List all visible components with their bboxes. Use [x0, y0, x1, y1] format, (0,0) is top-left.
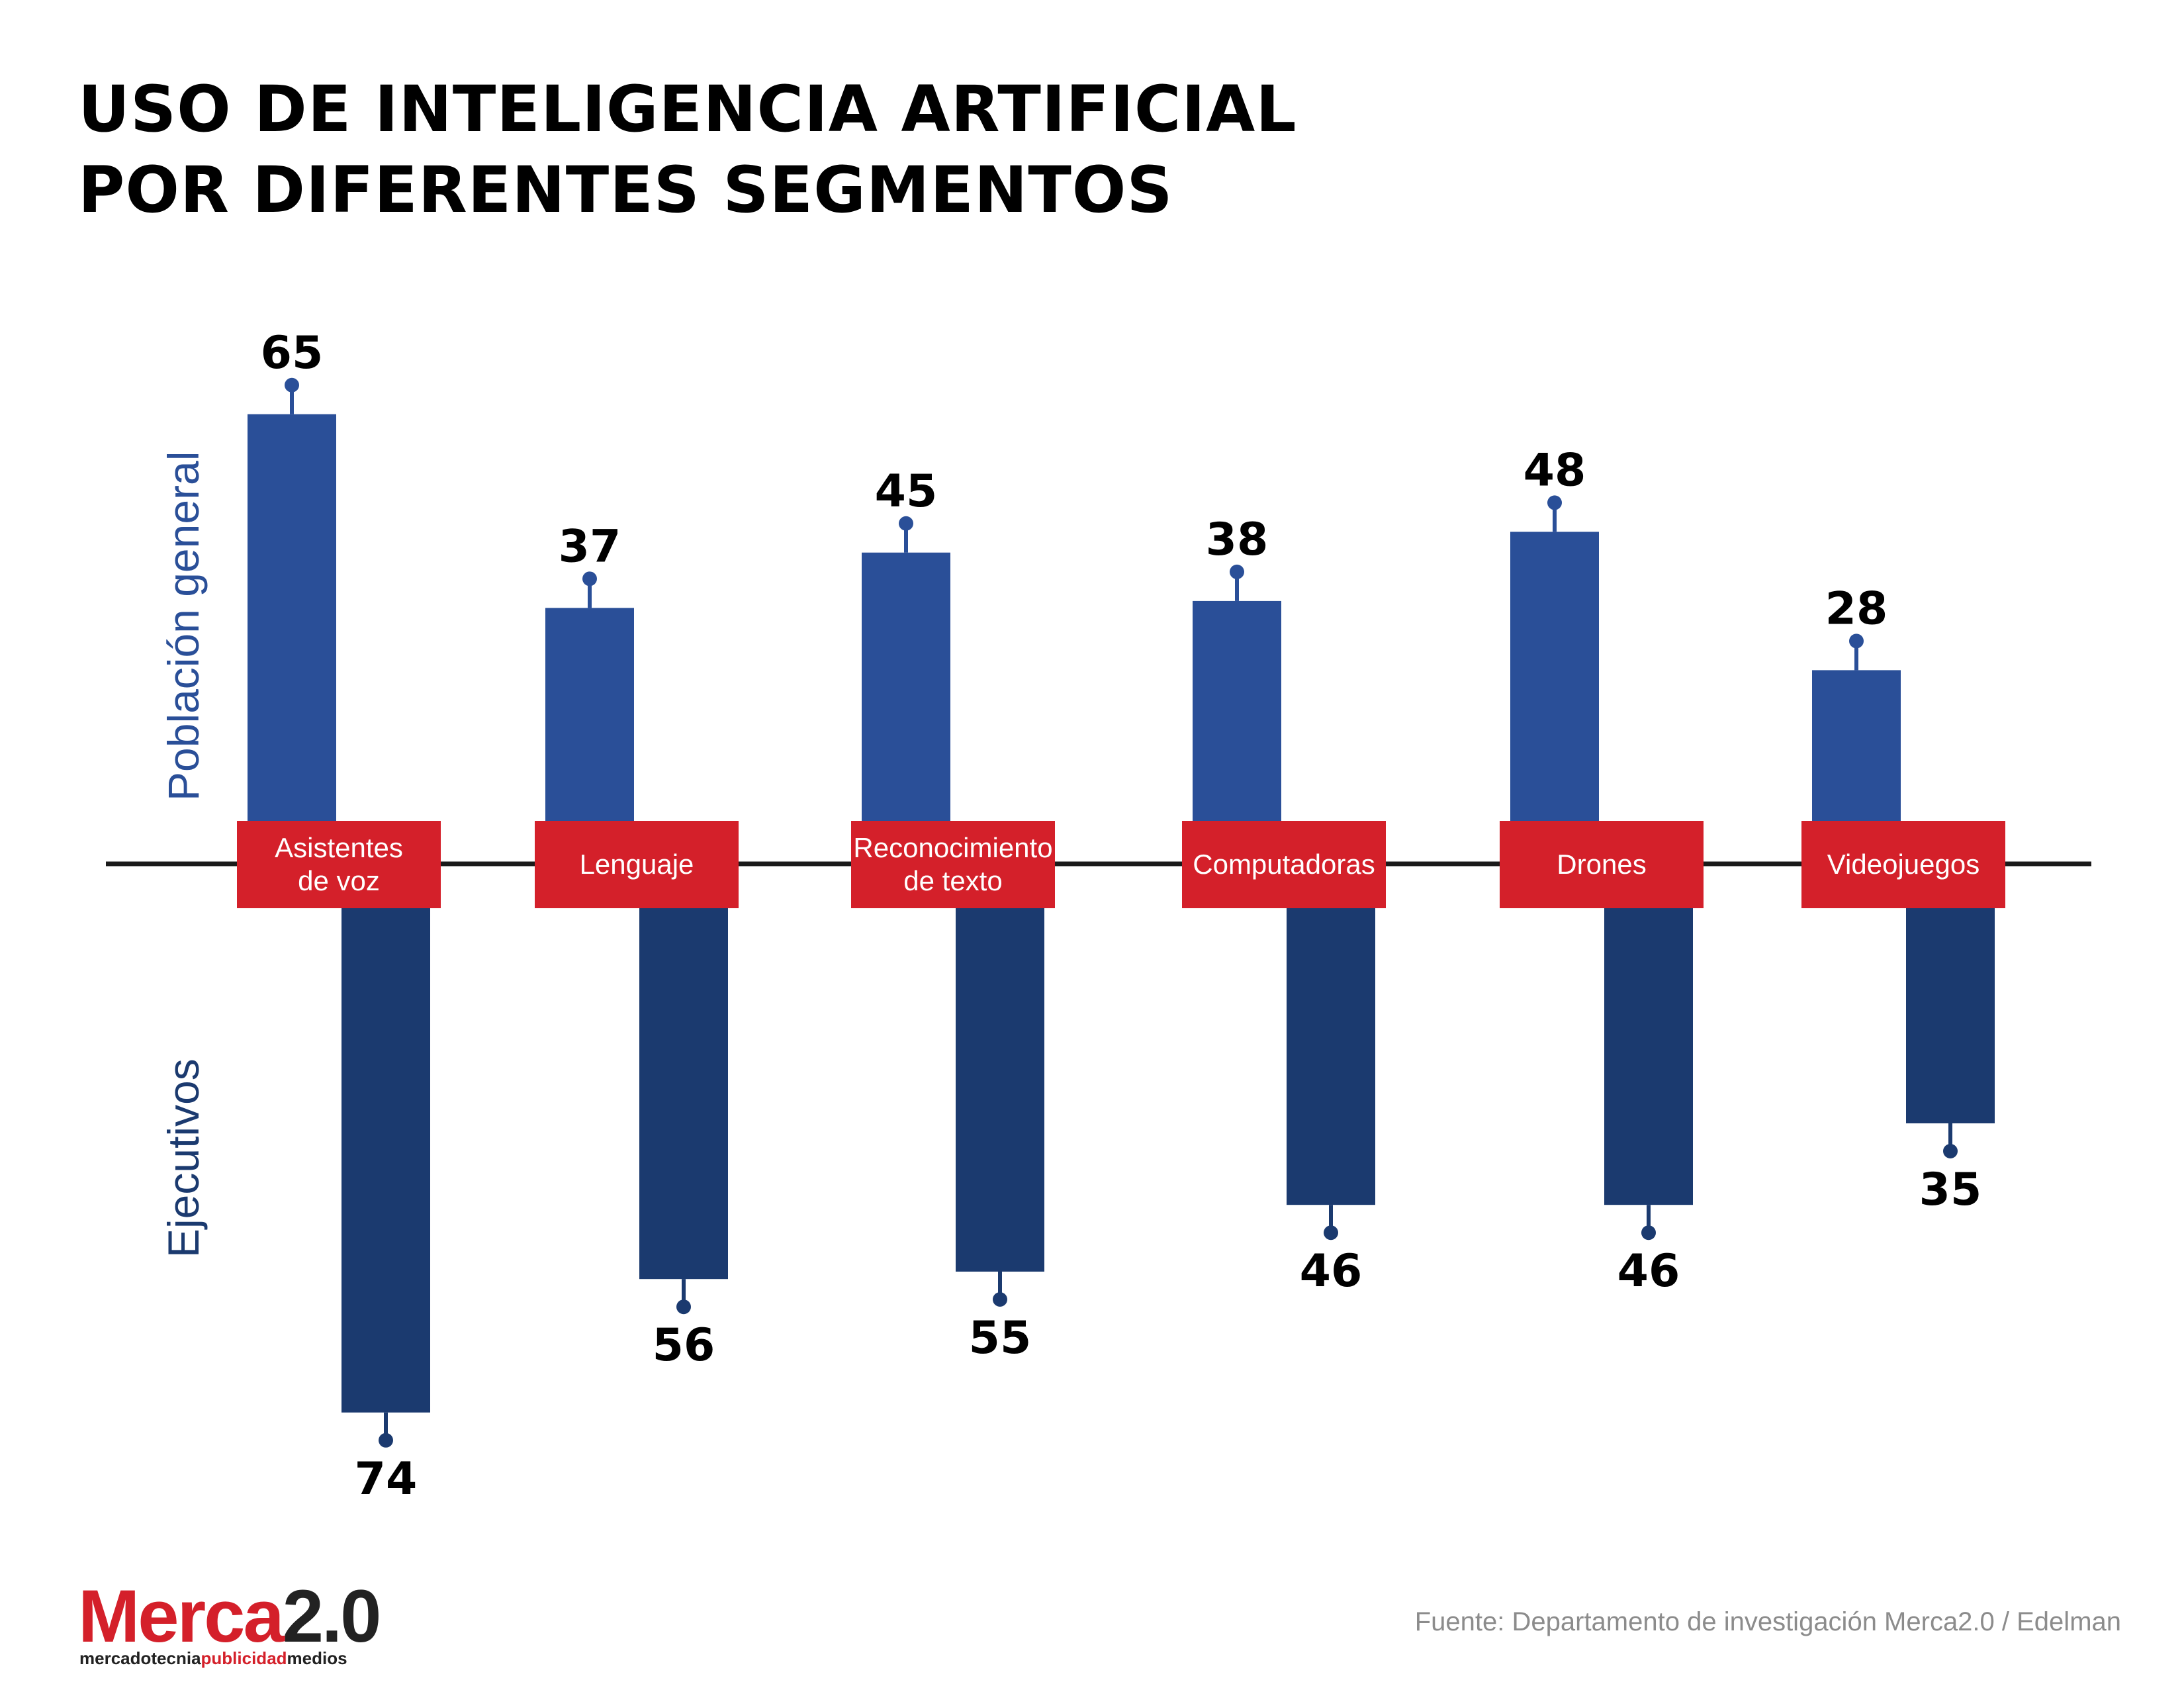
category-box-drones [1500, 821, 1704, 908]
pin-dot-ejecutivos-asistentes-de-voz [379, 1432, 393, 1448]
category-label-drones: Drones [1557, 849, 1646, 880]
pin-dot-poblacion-lenguaje [582, 571, 597, 586]
value-label-poblacion-asistentes-de-voz: 65 [261, 327, 324, 379]
bar-poblacion-computadoras [1193, 600, 1281, 821]
logo-tagline-3: medios [287, 1648, 347, 1668]
pin-dot-poblacion-reconocimiento-de-texto [899, 516, 913, 531]
bar-ejecutivos-computadoras [1287, 908, 1375, 1205]
chart-title-line-2: POR DIFERENTES SEGMENTOS [78, 153, 1173, 227]
pin-dot-ejecutivos-videojuegos [1943, 1144, 1958, 1158]
pin-dot-poblacion-drones [1547, 495, 1562, 510]
category-label-reconocimiento-de-texto: Reconocimiento [853, 832, 1052, 863]
value-label-ejecutivos-reconocimiento-de-texto: 55 [969, 1312, 1032, 1364]
pin-dot-ejecutivos-computadoras [1324, 1225, 1338, 1241]
category-label-computadoras: Computadoras [1193, 849, 1375, 880]
value-label-ejecutivos-videojuegos: 35 [1919, 1164, 1982, 1216]
logo-wordmark: Merca2.0 [78, 1575, 379, 1658]
bar-ejecutivos-videojuegos [1906, 908, 1995, 1123]
value-label-poblacion-reconocimiento-de-texto: 45 [875, 465, 938, 518]
bar-ejecutivos-reconocimiento-de-texto [956, 908, 1044, 1272]
category-label-videojuegos: Videojuegos [1827, 849, 1979, 880]
category-box-lenguaje [535, 821, 739, 908]
logo-tagline-1: mercadotecnia [79, 1648, 201, 1668]
merca-logo: Merca2.0 mercadotecniapublicidadmedios [78, 1575, 381, 1668]
value-label-poblacion-drones: 48 [1524, 444, 1586, 496]
bars-layer: 65 74 37 56 45 55 38 46 48 46 28 35 [248, 327, 1995, 1505]
bar-ejecutivos-drones [1604, 908, 1693, 1205]
bar-poblacion-reconocimiento-de-texto [862, 552, 950, 821]
logo-brand-red: Merca [78, 1575, 285, 1658]
category-box-asistentes-de-voz [237, 821, 441, 908]
value-label-ejecutivos-asistentes-de-voz: 74 [355, 1453, 418, 1505]
pin-dot-poblacion-computadoras [1230, 564, 1244, 579]
category-box-reconocimiento-de-texto [851, 821, 1055, 908]
pin-dot-poblacion-asistentes-de-voz [285, 377, 299, 393]
logo-brand-number: 2.0 [283, 1575, 380, 1658]
pin-dot-ejecutivos-lenguaje [676, 1299, 691, 1315]
bar-ejecutivos-lenguaje [639, 908, 728, 1280]
logo-tagline-2: publicidad [201, 1648, 287, 1668]
bar-poblacion-drones [1510, 532, 1599, 821]
category-label-reconocimiento-de-texto: de texto [903, 865, 1002, 896]
value-label-poblacion-computadoras: 38 [1206, 514, 1269, 566]
category-label-asistentes-de-voz: de voz [298, 865, 380, 896]
chart-title-line-1: USO DE INTELIGENCIA ARTIFICIAL [78, 72, 1297, 146]
pin-dot-poblacion-videojuegos [1849, 633, 1864, 649]
value-label-ejecutivos-lenguaje: 56 [653, 1319, 715, 1372]
value-label-poblacion-lenguaje: 37 [559, 520, 621, 573]
series-label-ejecutivos: Ejecutivos [159, 1058, 208, 1258]
category-label-lenguaje: Lenguaje [580, 849, 694, 880]
series-label-poblacion-general: Población general [159, 451, 208, 801]
value-label-ejecutivos-computadoras: 46 [1300, 1245, 1363, 1297]
category-box-videojuegos [1801, 821, 2005, 908]
source-note: Fuente: Departamento de investigación Me… [1415, 1607, 2121, 1636]
value-label-poblacion-videojuegos: 28 [1825, 583, 1888, 635]
bar-ejecutivos-asistentes-de-voz [341, 908, 430, 1413]
pin-dot-ejecutivos-reconocimiento-de-texto [993, 1292, 1007, 1307]
bar-poblacion-videojuegos [1812, 670, 1901, 821]
pin-dot-ejecutivos-drones [1641, 1225, 1656, 1241]
bar-poblacion-lenguaje [545, 608, 634, 821]
logo-tagline: mercadotecniapublicidadmedios [79, 1648, 347, 1668]
value-label-ejecutivos-drones: 46 [1617, 1245, 1680, 1297]
bar-poblacion-asistentes-de-voz [248, 414, 336, 821]
category-label-asistentes-de-voz: Asistentes [275, 832, 403, 863]
category-box-computadoras [1182, 821, 1386, 908]
